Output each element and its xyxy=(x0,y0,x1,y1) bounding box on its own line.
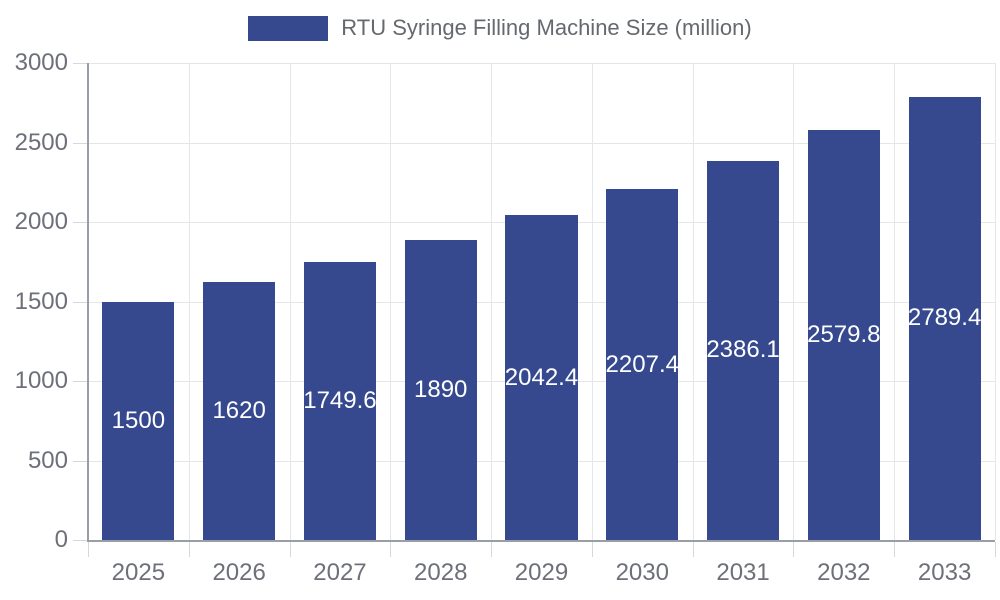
legend[interactable]: RTU Syringe Filling Machine Size (millio… xyxy=(0,15,1000,41)
x-tick-label: 2033 xyxy=(917,559,972,586)
x-tick-mark xyxy=(88,542,89,557)
gridline-vertical xyxy=(188,63,190,540)
x-tick-mark xyxy=(390,542,392,557)
bar-2029[interactable]: 2042.4 xyxy=(504,215,579,540)
y-tick-label: 1500 xyxy=(14,287,68,315)
gridline-vertical xyxy=(491,63,493,540)
gridline-horizontal xyxy=(88,63,995,64)
x-tick-label: 2030 xyxy=(615,559,669,586)
gridline-horizontal xyxy=(88,142,995,144)
y-tick-label: 1000 xyxy=(14,367,68,394)
bar-2028[interactable]: 1890 xyxy=(404,239,477,540)
bar-value-label: 1749.6 xyxy=(303,386,377,414)
bar-2033[interactable]: 2789.4 xyxy=(907,96,982,540)
x-tick-mark xyxy=(894,542,896,557)
bar-2030[interactable]: 2207.4 xyxy=(605,189,679,540)
gridline-vertical xyxy=(894,63,896,540)
y-tick-mark xyxy=(73,381,88,382)
gridline-vertical xyxy=(692,63,694,540)
bar-2026[interactable]: 1620 xyxy=(203,282,276,540)
legend-label: RTU Syringe Filling Machine Size (millio… xyxy=(341,15,752,40)
x-tick-label: 2032 xyxy=(817,559,871,586)
gridline-vertical xyxy=(793,63,795,540)
x-tick-mark xyxy=(591,542,593,557)
y-tick-mark xyxy=(73,142,88,144)
y-tick-mark xyxy=(73,540,88,541)
x-tick-label: 2031 xyxy=(716,559,770,586)
gridline-vertical xyxy=(289,63,291,540)
y-axis-line xyxy=(87,63,89,541)
y-tick-mark xyxy=(73,301,88,303)
y-tick-mark xyxy=(73,222,88,223)
y-axis-labels: 0 500 1000 1500 2000 2500 3000 xyxy=(0,49,68,553)
x-tick-mark xyxy=(491,542,493,557)
x-tick-label: 2025 xyxy=(111,559,166,586)
x-tick-mark xyxy=(793,542,795,557)
x-axis-labels: 2025 2026 2027 2028 2029 2030 2031 2032 2033 xyxy=(88,559,995,591)
y-tick-label: 2500 xyxy=(14,128,68,156)
bar-value-label: 2579.8 xyxy=(807,320,881,348)
y-tick-label: 3000 xyxy=(14,49,68,76)
bar-2031[interactable]: 2386.1 xyxy=(706,160,780,540)
x-tick-label: 2029 xyxy=(514,559,569,586)
bar-value-label: 1890 xyxy=(414,375,468,403)
gridline-vertical xyxy=(591,63,593,540)
y-tick-mark xyxy=(73,460,88,462)
x-tick-mark xyxy=(995,542,996,557)
x-axis-line xyxy=(87,540,995,542)
x-tick-mark xyxy=(188,542,190,557)
bar-value-label: 2042.4 xyxy=(504,363,579,391)
gridline-vertical xyxy=(390,63,392,540)
y-tick-label: 500 xyxy=(27,446,68,474)
y-tick-label: 0 xyxy=(54,526,68,553)
legend-swatch-icon xyxy=(248,15,329,41)
x-tick-label: 2027 xyxy=(313,559,367,586)
x-tick-mark xyxy=(692,542,694,557)
gridline-vertical xyxy=(995,63,996,540)
y-tick-label: 2000 xyxy=(14,208,68,235)
x-tick-label: 2028 xyxy=(414,559,468,586)
bar-value-label: 2789.4 xyxy=(907,304,982,332)
bar-2032[interactable]: 2579.8 xyxy=(807,129,881,540)
bar-value-label: 2386.1 xyxy=(706,336,780,364)
y-tick-mark xyxy=(73,63,88,64)
bar-2025[interactable]: 1500 xyxy=(102,301,175,540)
x-tick-label: 2026 xyxy=(212,559,266,586)
y-axis-ticks xyxy=(73,63,88,541)
bar-2027[interactable]: 1749.6 xyxy=(303,261,377,540)
x-axis-ticks xyxy=(88,542,996,557)
bar-value-label: 2207.4 xyxy=(605,350,679,378)
plot-area: 1500 1620 1749.6 1890 2042.4 2207.4 2386.1 2579… xyxy=(88,63,996,540)
x-tick-mark xyxy=(289,542,291,557)
bar-value-label: 1620 xyxy=(212,397,266,425)
bar-value-label: 1500 xyxy=(111,406,166,434)
